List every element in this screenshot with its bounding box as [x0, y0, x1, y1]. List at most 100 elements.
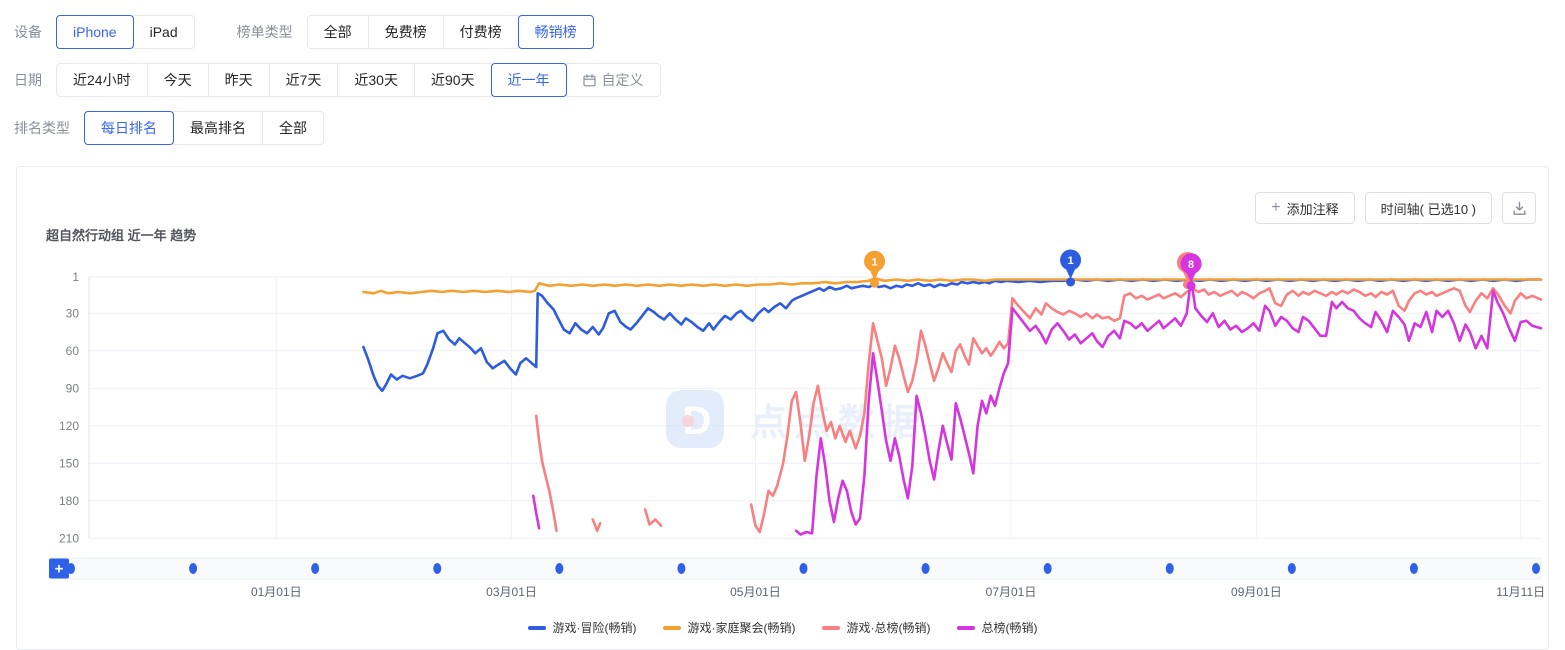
timeline-label: 时间轴( 已选10 ): [1380, 201, 1476, 217]
download-icon: [1513, 201, 1525, 215]
date-range-option-8[interactable]: 自定义: [565, 63, 661, 97]
download-button[interactable]: [1502, 192, 1536, 224]
annotation-pin[interactable]: 1: [864, 250, 886, 288]
rank-type-option-2[interactable]: 最高排名: [173, 111, 263, 145]
legend-label: 总榜(畅销): [981, 621, 1038, 635]
chart-toolbar: + 添加注释 时间轴( 已选10 ): [1255, 192, 1536, 224]
option-label: iPhone: [73, 24, 117, 40]
legend-item[interactable]: 游戏·总榜(畅销): [821, 619, 931, 636]
board-type-label: 榜单类型: [236, 24, 293, 40]
svg-text:09月01日: 09月01日: [1231, 585, 1282, 599]
svg-text:120: 120: [59, 419, 79, 433]
legend-label: 游戏·总榜(畅销): [846, 621, 931, 635]
legend-marker: [956, 625, 975, 630]
add-annotation-label: 添加注释: [1286, 201, 1339, 217]
svg-text:点点数据: 点点数据: [750, 402, 926, 443]
option-label: 最高排名: [190, 120, 246, 136]
option-label: 畅销榜: [534, 24, 577, 40]
legend-item[interactable]: 游戏·冒险(畅销): [527, 619, 637, 636]
option-label: 近7天: [285, 72, 322, 88]
plus-icon: +: [1271, 199, 1281, 216]
svg-text:+: +: [55, 561, 64, 578]
option-label: 全部: [279, 120, 307, 136]
timeline-dot[interactable]: [1409, 563, 1418, 574]
board-type-option-4[interactable]: 畅销榜: [517, 15, 594, 49]
svg-text:180: 180: [59, 494, 79, 508]
option-label: 近一年: [507, 72, 550, 88]
svg-text:1: 1: [72, 270, 79, 284]
svg-text:05月01日: 05月01日: [730, 585, 781, 599]
option-label: iPad: [149, 24, 178, 40]
add-annotation-button[interactable]: + 添加注释: [1255, 192, 1355, 224]
legend-item[interactable]: 游戏·家庭聚会(畅销): [662, 619, 796, 636]
device-group: iPhone iPad: [56, 15, 195, 49]
date-range-option-5[interactable]: 近30天: [337, 63, 415, 97]
option-label: 自定义: [601, 72, 644, 88]
option-label: 免费榜: [384, 24, 427, 40]
svg-text:03月01日: 03月01日: [486, 585, 537, 599]
board-type-option-1[interactable]: 全部: [306, 15, 369, 49]
option-label: 近24小时: [73, 72, 131, 88]
svg-text:210: 210: [59, 531, 79, 545]
series-lines: [362, 277, 1543, 536]
option-label: 每日排名: [101, 120, 157, 136]
chart-title: 超自然行动组 近一年 趋势: [46, 228, 197, 243]
rank-type-option-3[interactable]: 全部: [262, 111, 324, 145]
timeline-button[interactable]: 时间轴( 已选10 ): [1364, 192, 1492, 224]
svg-text:01月01日: 01月01日: [251, 585, 302, 599]
timeline-dot[interactable]: [677, 563, 686, 574]
timeline-dot[interactable]: [1043, 563, 1052, 574]
board-type-option-3[interactable]: 付费榜: [442, 15, 519, 49]
svg-text:1: 1: [871, 256, 877, 268]
legend-item[interactable]: 总榜(畅销): [956, 619, 1038, 636]
y-axis-labels: 1 30 60 90 120 150 180 210: [59, 270, 79, 545]
annotation-pin[interactable]: 8: [1180, 253, 1202, 291]
svg-text:150: 150: [59, 456, 79, 470]
legend-label: 游戏·家庭聚会(畅销): [687, 621, 796, 635]
option-label: 昨天: [224, 72, 253, 88]
option-label: 近30天: [354, 72, 398, 88]
legend-marker: [662, 625, 681, 630]
rank-type-label: 排名类型: [14, 120, 70, 136]
date-range-option-3[interactable]: 昨天: [207, 63, 270, 97]
option-label: 近90天: [430, 72, 475, 88]
annotation-pin[interactable]: 1: [1060, 249, 1082, 287]
board-type-option-2[interactable]: 免费榜: [367, 15, 444, 49]
timeline-dot[interactable]: [433, 563, 442, 574]
svg-text:60: 60: [66, 344, 80, 358]
filter-panel: 设备 iPhone iPad 榜单类型 全部 免费榜 付费榜 畅销榜 日期 近24小时 今天 昨天 近7…: [0, 0, 1565, 145]
timeline-dot[interactable]: [1165, 563, 1174, 574]
timeline-dot[interactable]: [921, 563, 930, 574]
device-option-2[interactable]: iPad: [132, 15, 195, 49]
option-label: 付费榜: [459, 24, 502, 40]
option-label: 今天: [163, 72, 192, 88]
option-label: 全部: [323, 24, 352, 40]
date-range-option-2[interactable]: 今天: [146, 63, 209, 97]
chart-legend: 游戏·冒险(畅销) 游戏·家庭聚会(畅销) 游戏·总榜(畅销) 总榜(畅销): [17, 619, 1548, 636]
timeline-dot[interactable]: [799, 563, 808, 574]
date-range-option-1[interactable]: 近24小时: [56, 63, 148, 97]
svg-text:8: 8: [1188, 259, 1194, 271]
date-range-option-7[interactable]: 近一年: [490, 63, 567, 97]
timeline-dot[interactable]: [311, 563, 320, 574]
calendar-icon: [582, 73, 596, 87]
device-option-1[interactable]: iPhone: [56, 15, 134, 49]
timeline-dot[interactable]: [189, 563, 198, 574]
svg-text:07月01日: 07月01日: [986, 585, 1037, 599]
date-range-option-4[interactable]: 近7天: [268, 63, 339, 97]
filter-row: 日期 近24小时 今天 昨天 近7天 近30天 近90天 近一年 自定义: [14, 63, 1565, 97]
timeline-dot[interactable]: [1287, 563, 1296, 574]
rank-type-group: 每日排名 最高排名 全部: [84, 111, 324, 145]
date-range-option-6[interactable]: 近90天: [413, 63, 492, 97]
x-axis-labels: 01月01日 03月01日 05月01日 07月01日 09月01日 11月11日: [251, 585, 1545, 599]
timeline-dot[interactable]: [1532, 563, 1540, 574]
svg-text:11月11日: 11月11日: [1496, 585, 1545, 599]
timeline-scrubber[interactable]: +: [48, 557, 1542, 580]
timeline-dot[interactable]: [555, 563, 564, 574]
trend-chart-card: + 添加注释 时间轴( 已选10 ) 超自然行动组 近一年 趋势 D 点点数据 1 3…: [16, 166, 1549, 650]
filter-row: 设备 iPhone iPad 榜单类型 全部 免费榜 付费榜 畅销榜: [14, 15, 1565, 49]
legend-marker: [821, 625, 840, 630]
rank-type-option-1[interactable]: 每日排名: [84, 111, 174, 145]
timeline-add-button[interactable]: +: [49, 558, 69, 579]
svg-text:30: 30: [66, 306, 80, 320]
